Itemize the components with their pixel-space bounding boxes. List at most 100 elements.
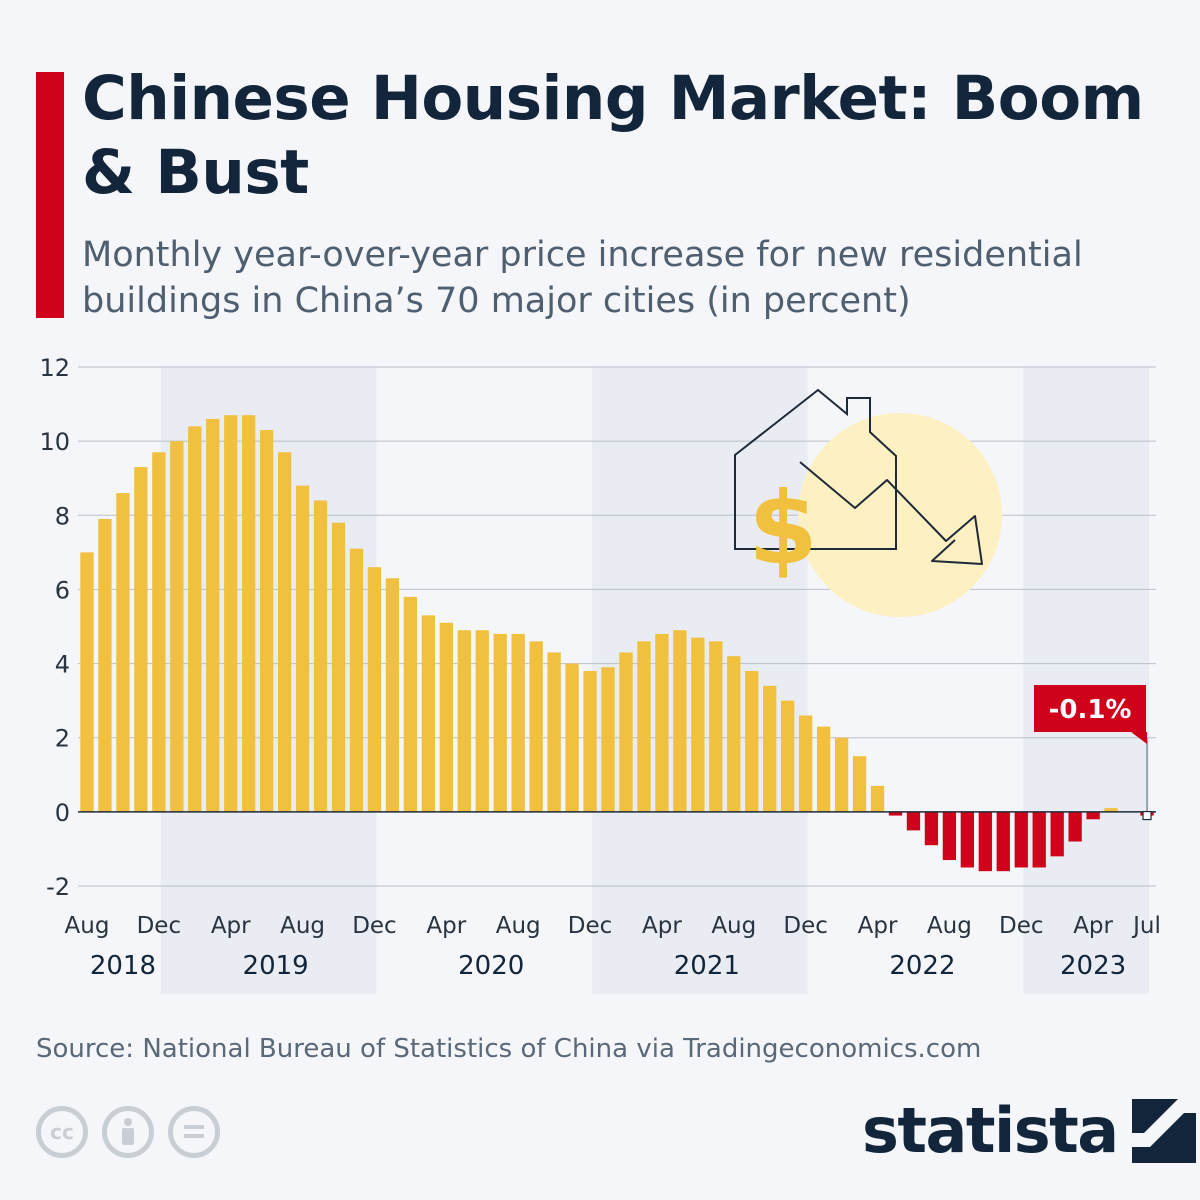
gridlines xyxy=(78,366,1156,887)
attribution-icon[interactable] xyxy=(102,1106,154,1158)
bar xyxy=(942,811,957,861)
x-tick-label: Apr xyxy=(642,913,682,939)
x-axis: Aug Dec Apr Aug Dec Apr Aug Dec Apr Aug Dec Apr Aug D… xyxy=(65,913,1161,981)
bar xyxy=(601,667,615,812)
bar xyxy=(924,811,939,846)
bar xyxy=(978,811,992,872)
x-tick-label: Apr xyxy=(1073,913,1113,939)
bar xyxy=(475,630,489,812)
year-label: 2020 xyxy=(458,951,524,981)
bar xyxy=(80,552,94,812)
x-tick-label: Jul xyxy=(1131,913,1161,939)
y-tick-label: 6 xyxy=(55,576,70,604)
brand-wordmark: statista xyxy=(862,1094,1119,1167)
bar xyxy=(1014,811,1028,868)
bar xyxy=(403,596,418,812)
bar xyxy=(816,726,831,812)
statista-mark-icon xyxy=(1131,1099,1196,1163)
bar xyxy=(1050,811,1064,857)
bar xyxy=(529,641,543,812)
bar xyxy=(421,615,435,812)
source-note: Source: National Bureau of Statistics of… xyxy=(36,1034,982,1064)
bar xyxy=(277,452,292,812)
year-label: 2019 xyxy=(243,951,309,981)
bar xyxy=(763,685,777,812)
bar xyxy=(709,641,723,812)
bar xyxy=(188,426,202,812)
year-label: 2021 xyxy=(674,951,740,981)
bar xyxy=(260,430,274,812)
y-tick-label: 0 xyxy=(55,799,70,827)
chart-title: Chinese Housing Market: Boom & Bust xyxy=(82,63,1144,208)
x-tick-label: Aug xyxy=(496,913,541,939)
bar xyxy=(439,622,453,812)
bar xyxy=(673,630,687,812)
year-label: 2023 xyxy=(1060,951,1126,981)
statista-logo[interactable]: statista xyxy=(862,1096,1196,1166)
bar xyxy=(457,630,471,812)
chart-subtitle: Monthly year-over-year price increase fo… xyxy=(82,235,1083,321)
x-tick-label: Aug xyxy=(65,913,110,939)
year-label: 2022 xyxy=(889,951,955,981)
x-tick-label: Aug xyxy=(711,913,756,939)
bar xyxy=(224,415,238,812)
bar xyxy=(619,652,633,812)
y-tick-label: 10 xyxy=(39,428,70,456)
x-tick-label: Apr xyxy=(426,913,466,939)
bar xyxy=(996,811,1010,872)
bar xyxy=(960,811,974,868)
bar xyxy=(583,670,597,812)
dollar-sign-icon: $ xyxy=(748,470,818,587)
sun-circle xyxy=(798,413,1002,617)
bar xyxy=(655,633,669,812)
bar xyxy=(313,500,328,812)
x-tick-label: Dec xyxy=(999,913,1044,939)
y-axis: 12 10 8 6 4 2 0 -2 xyxy=(39,354,70,901)
bar xyxy=(1104,808,1118,812)
y-tick-label: 12 xyxy=(39,354,70,382)
x-tick-label: Apr xyxy=(858,913,898,939)
annotation-box xyxy=(1034,685,1147,732)
license-icons: cc xyxy=(36,1106,220,1158)
bar xyxy=(331,522,346,812)
no-derivatives-icon[interactable] xyxy=(168,1106,220,1158)
y-tick-label: -2 xyxy=(46,873,70,901)
bar xyxy=(1032,811,1046,868)
bar xyxy=(888,811,903,816)
bar xyxy=(547,652,561,812)
trend-down-arrow-icon xyxy=(799,461,983,565)
cc-icon[interactable]: cc xyxy=(36,1106,88,1158)
year-label: 2018 xyxy=(90,951,156,981)
x-tick-label: Dec xyxy=(352,913,397,939)
x-tick-label: Aug xyxy=(927,913,972,939)
bar xyxy=(565,663,579,812)
x-tick-label: Apr xyxy=(211,913,251,939)
bar xyxy=(637,641,651,812)
bar xyxy=(691,637,705,812)
bar xyxy=(870,785,885,812)
house-price-drop-illustration: $ xyxy=(734,388,1002,617)
bar xyxy=(152,452,166,812)
y-tick-label: 4 xyxy=(55,651,70,679)
x-tick-label: Dec xyxy=(137,913,182,939)
year-band-2023 xyxy=(1023,367,1150,994)
x-tick-label: Aug xyxy=(280,913,325,939)
x-tick-label: Dec xyxy=(783,913,828,939)
bar-chart: 12 10 8 6 4 2 0 -2 $ Aug Dec Apr Aug Dec Apr Aug Dec Ap… xyxy=(39,354,1161,994)
bar xyxy=(781,700,795,812)
bar xyxy=(906,811,921,831)
bar xyxy=(134,467,148,812)
bars xyxy=(80,415,1154,872)
bar xyxy=(98,518,112,812)
bar xyxy=(493,633,507,812)
bar xyxy=(799,715,813,812)
bar xyxy=(1068,811,1082,842)
title-accent-bar xyxy=(36,72,64,318)
bar xyxy=(349,548,364,812)
bar xyxy=(170,441,184,812)
y-tick-label: 8 xyxy=(55,502,70,530)
bar xyxy=(242,415,256,812)
house-outline-icon xyxy=(734,388,897,550)
annotation-pointer xyxy=(1131,732,1148,744)
x-tick-label: Dec xyxy=(568,913,613,939)
